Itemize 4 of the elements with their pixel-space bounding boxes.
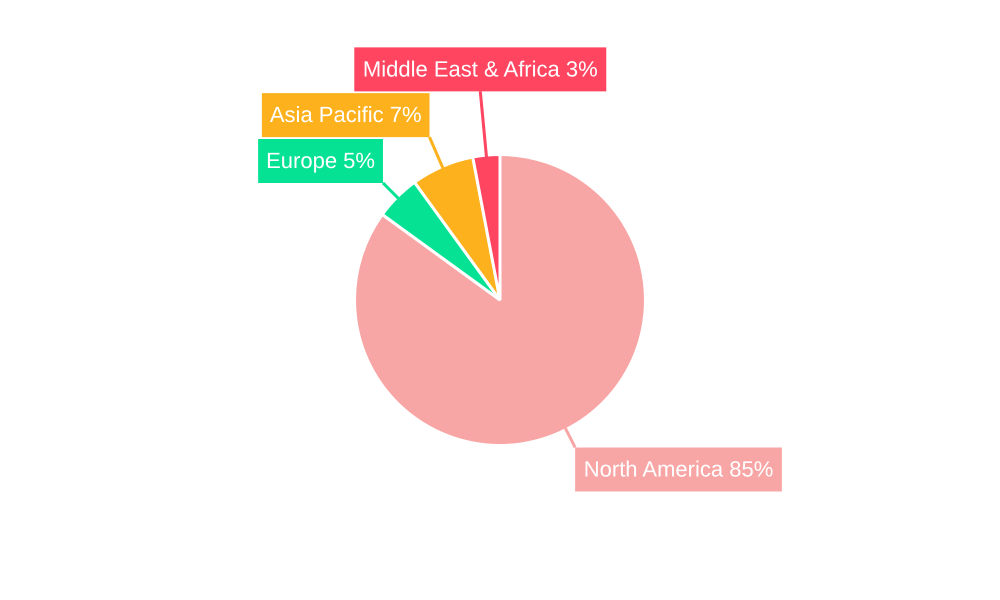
slice-label: Europe 5% <box>266 148 375 174</box>
slice-label: Asia Pacific 7% <box>270 102 422 128</box>
slice-label: Middle East & Africa 3% <box>362 56 598 82</box>
slice-label: North America 85% <box>584 456 774 482</box>
